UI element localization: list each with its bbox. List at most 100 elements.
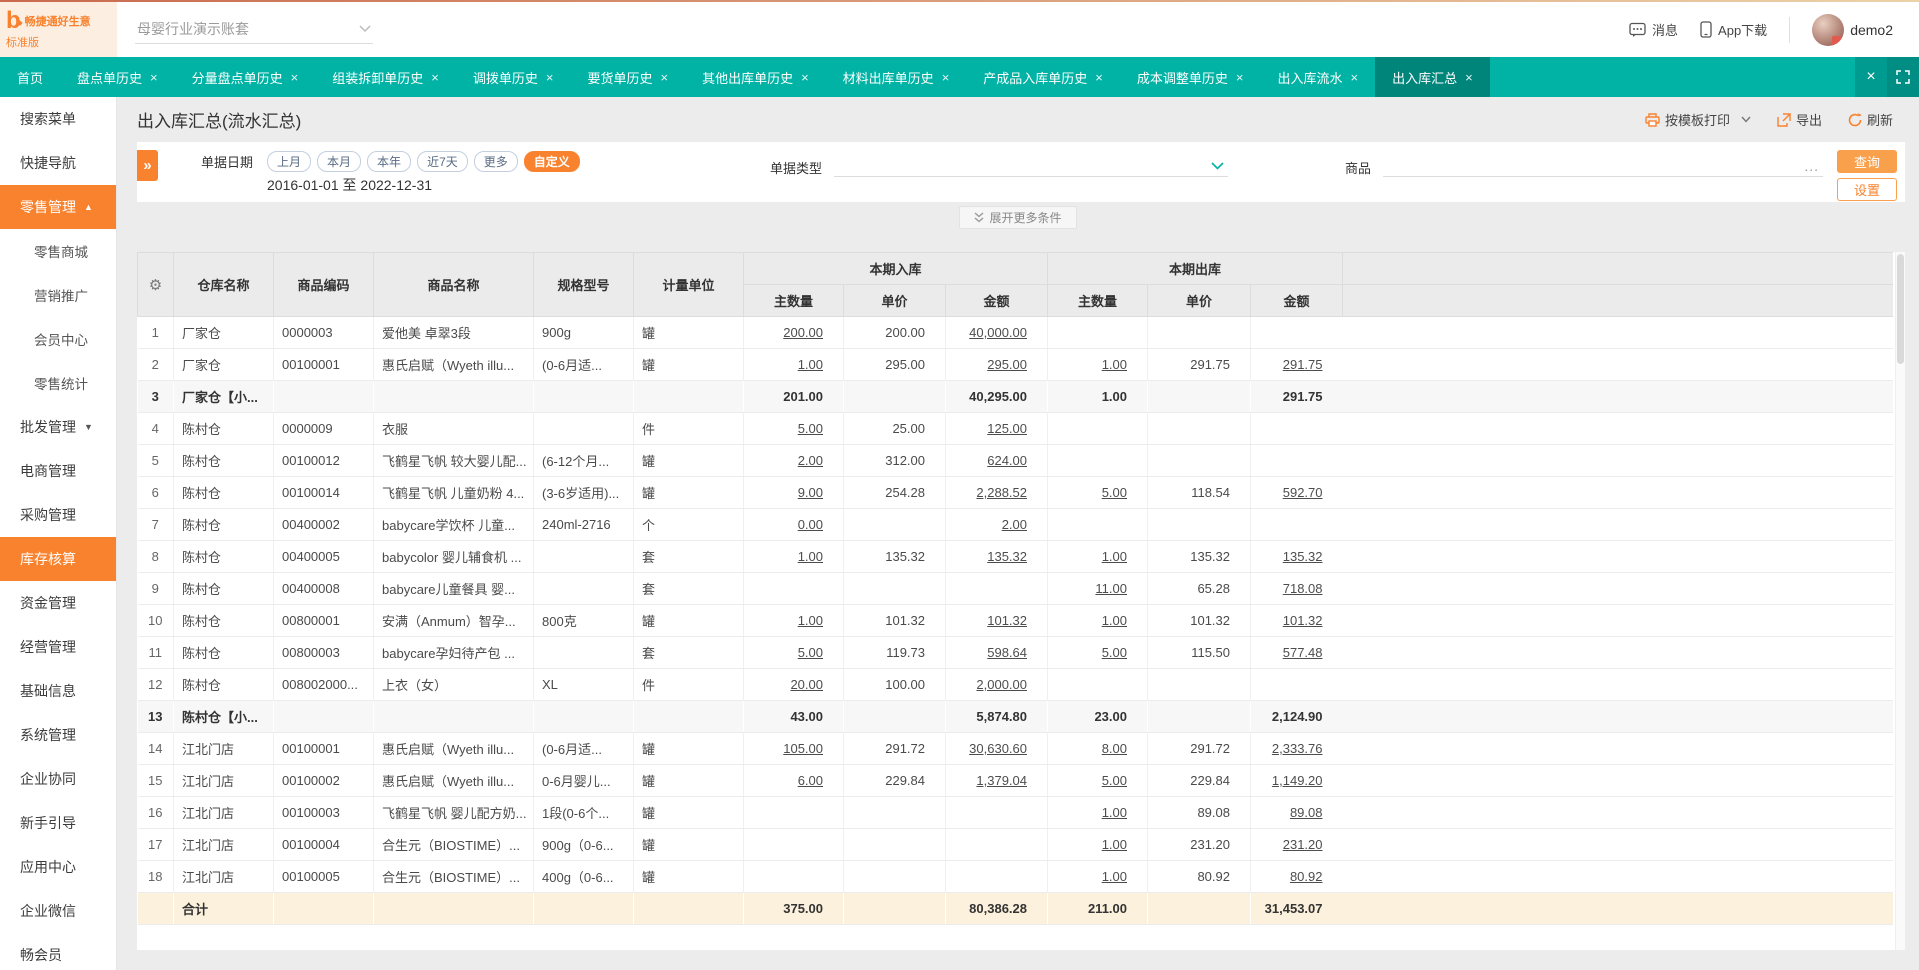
scrollbar-thumb[interactable] xyxy=(1897,254,1904,364)
date-range-pill[interactable]: 近7天 xyxy=(417,151,468,172)
drill-down-link[interactable]: 718.08 xyxy=(1282,581,1323,596)
drill-down-link[interactable]: 20.00 xyxy=(790,677,823,692)
doc-type-select[interactable] xyxy=(834,155,1228,177)
tab-close-icon[interactable]: × xyxy=(660,69,669,85)
drill-down-link[interactable]: 2.00 xyxy=(1001,517,1027,532)
user-menu[interactable]: demo2 xyxy=(1812,13,1893,46)
column-settings-button[interactable]: ⚙ xyxy=(137,252,174,317)
date-range-pill[interactable]: 本月 xyxy=(317,151,362,172)
sidebar-item[interactable]: 畅会员 xyxy=(0,933,116,970)
sidebar-item[interactable]: 快捷导航 xyxy=(0,141,116,185)
export-button[interactable]: 导出 xyxy=(1777,110,1822,129)
sidebar-item[interactable]: 会员中心 xyxy=(0,317,116,361)
drill-down-link[interactable]: 5.00 xyxy=(1101,773,1127,788)
messages-button[interactable]: 消息 xyxy=(1629,20,1678,39)
sidebar-item[interactable]: 企业协同 xyxy=(0,757,116,801)
drill-down-link[interactable]: 598.64 xyxy=(987,645,1027,660)
app-download-button[interactable]: App下载 xyxy=(1700,20,1767,39)
drill-down-link[interactable]: 291.75 xyxy=(1282,357,1323,372)
sidebar-item[interactable]: 采购管理 xyxy=(0,493,116,537)
drill-down-link[interactable]: 1,149.20 xyxy=(1271,773,1323,788)
table-scrollbar[interactable] xyxy=(1895,252,1905,950)
tab-item[interactable]: 出入库流水 × xyxy=(1261,57,1376,97)
sidebar-item[interactable]: 零售统计 xyxy=(0,361,116,405)
drill-down-link[interactable]: 592.70 xyxy=(1282,485,1323,500)
drill-down-link[interactable]: 200.00 xyxy=(783,325,823,340)
drill-down-link[interactable]: 101.32 xyxy=(987,613,1027,628)
drill-down-link[interactable]: 1.00 xyxy=(797,357,823,372)
tab-item[interactable]: 产成品入库单历史 × xyxy=(966,57,1120,97)
drill-down-link[interactable]: 1,379.04 xyxy=(976,773,1027,788)
drill-down-link[interactable]: 101.32 xyxy=(1282,613,1323,628)
drill-down-link[interactable]: 80.92 xyxy=(1289,869,1323,884)
drill-down-link[interactable]: 1.00 xyxy=(797,549,823,564)
date-range-pill[interactable]: 本年 xyxy=(367,151,412,172)
tab-item[interactable]: 要货单历史 × xyxy=(570,57,685,97)
product-input[interactable]: ... xyxy=(1383,155,1823,177)
expand-more-button[interactable]: 展开更多条件 xyxy=(959,206,1077,229)
sidebar-item[interactable]: 搜索菜单 xyxy=(0,97,116,141)
settings-button[interactable]: 设置 xyxy=(1837,178,1897,201)
sidebar-item[interactable]: 营销推广 xyxy=(0,273,116,317)
tab-close-icon[interactable]: × xyxy=(1465,69,1473,85)
tab-close-icon[interactable]: × xyxy=(941,69,950,85)
tab-item[interactable]: 调拨单历史 × xyxy=(456,57,571,97)
print-by-template-button[interactable]: 按模板打印 xyxy=(1645,110,1751,129)
drill-down-link[interactable]: 125.00 xyxy=(987,421,1027,436)
product-more-button[interactable]: ... xyxy=(1804,157,1819,174)
custom-date-pill[interactable]: 自定义 xyxy=(523,151,580,172)
drill-down-link[interactable]: 1.00 xyxy=(1101,869,1127,884)
date-range-value[interactable]: 2016-01-01 至 2022-12-31 xyxy=(267,177,433,193)
gear-icon[interactable]: ⚙ xyxy=(148,276,163,294)
drill-down-link[interactable]: 40,000.00 xyxy=(969,325,1027,340)
date-range-pill[interactable]: 更多 xyxy=(473,151,518,172)
query-button[interactable]: 查询 xyxy=(1837,150,1897,173)
tab-close-icon[interactable]: × xyxy=(431,69,439,85)
drill-down-link[interactable]: 135.32 xyxy=(987,549,1027,564)
drill-down-link[interactable]: 11.00 xyxy=(1095,581,1127,596)
drill-down-link[interactable]: 30,630.60 xyxy=(969,741,1027,756)
drill-down-link[interactable]: 1.00 xyxy=(1101,357,1127,372)
drill-down-link[interactable]: 2.00 xyxy=(797,453,823,468)
drill-down-link[interactable]: 5.00 xyxy=(797,645,823,660)
drill-down-link[interactable]: 105.00 xyxy=(783,741,823,756)
drill-down-link[interactable]: 5.00 xyxy=(797,421,823,436)
tab-close-icon[interactable]: × xyxy=(801,69,809,85)
tab-item[interactable]: 成本调整单历史 × xyxy=(1120,57,1261,97)
drill-down-link[interactable]: 1.00 xyxy=(1101,837,1127,852)
tab-close-icon[interactable]: × xyxy=(1235,69,1244,85)
sidebar-item[interactable]: 应用中心 xyxy=(0,845,116,889)
sidebar-item[interactable]: 新手引导 xyxy=(0,801,116,845)
date-range-pill[interactable]: 上月 xyxy=(267,151,312,172)
tab-item[interactable]: 组装拆卸单历史 × xyxy=(315,57,456,97)
drill-down-link[interactable]: 1.00 xyxy=(1101,549,1127,564)
drill-down-link[interactable]: 1.00 xyxy=(1101,805,1127,820)
tab-item[interactable]: 材料出库单历史 × xyxy=(826,57,967,97)
sidebar-item[interactable]: 零售商城 xyxy=(0,229,116,273)
sidebar-item[interactable]: 企业微信 xyxy=(0,889,116,933)
drill-down-link[interactable]: 89.08 xyxy=(1289,805,1323,820)
sidebar-item[interactable]: 经营管理 xyxy=(0,625,116,669)
drill-down-link[interactable]: 2,288.52 xyxy=(976,485,1027,500)
drill-down-link[interactable]: 577.48 xyxy=(1282,645,1323,660)
close-all-tabs-button[interactable]: × xyxy=(1855,57,1887,97)
tab-item[interactable]: 出入库汇总 × xyxy=(1375,57,1490,97)
sidebar-item[interactable]: 基础信息 xyxy=(0,669,116,713)
tab-item[interactable]: 其他出库单历史 × xyxy=(685,57,826,97)
tab-item[interactable]: 分量盘点单历史 × xyxy=(175,57,316,97)
drill-down-link[interactable]: 135.32 xyxy=(1282,549,1323,564)
drill-down-link[interactable]: 2,000.00 xyxy=(976,677,1027,692)
drill-down-link[interactable]: 6.00 xyxy=(797,773,823,788)
tab-close-icon[interactable]: × xyxy=(1095,69,1103,85)
tab-close-icon[interactable]: × xyxy=(1350,69,1359,85)
tab-close-icon[interactable]: × xyxy=(545,69,554,85)
refresh-button[interactable]: 刷新 xyxy=(1848,110,1893,129)
fullscreen-button[interactable] xyxy=(1887,57,1919,97)
tab-close-icon[interactable]: × xyxy=(290,69,299,85)
sidebar-item[interactable]: 批发管理 ▼ xyxy=(0,405,116,449)
drill-down-link[interactable]: 5.00 xyxy=(1101,485,1127,500)
sidebar-item[interactable]: 库存核算 xyxy=(0,537,116,581)
drill-down-link[interactable]: 624.00 xyxy=(987,453,1027,468)
tab-close-icon[interactable]: × xyxy=(150,69,158,85)
tab-item[interactable]: 首页 xyxy=(0,57,60,97)
